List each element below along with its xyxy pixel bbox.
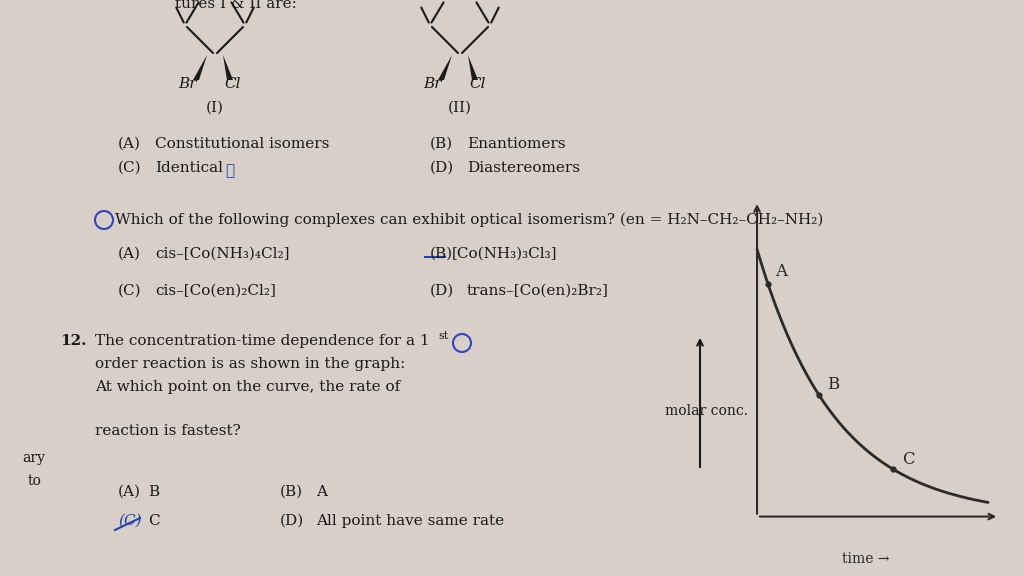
Polygon shape	[468, 55, 478, 80]
Text: At which point on the curve, the rate of: At which point on the curve, the rate of	[95, 380, 400, 394]
Text: (A): (A)	[118, 247, 141, 261]
Text: Cl: Cl	[224, 77, 242, 91]
Text: reaction is fastest?: reaction is fastest?	[95, 424, 241, 438]
Text: time →: time →	[842, 552, 889, 566]
Text: 12.: 12.	[60, 334, 86, 348]
Polygon shape	[223, 55, 233, 80]
Text: B: B	[827, 376, 840, 393]
Text: (C): (C)	[118, 284, 141, 298]
Text: (B): (B)	[430, 137, 454, 151]
Text: Br: Br	[423, 77, 441, 91]
Text: Constitutional isomers: Constitutional isomers	[155, 137, 330, 151]
Text: The concentration-time dependence for a 1: The concentration-time dependence for a …	[95, 334, 430, 348]
Text: (A): (A)	[118, 137, 141, 151]
Text: cis–[Co(NH₃)₄Cl₂]: cis–[Co(NH₃)₄Cl₂]	[155, 247, 290, 261]
Text: (D): (D)	[430, 284, 455, 298]
Text: C: C	[148, 514, 160, 528]
Text: (II): (II)	[449, 101, 472, 115]
Text: Identical: Identical	[155, 161, 223, 175]
Text: (C): (C)	[118, 514, 141, 528]
Text: Enantiomers: Enantiomers	[467, 137, 565, 151]
Text: order reaction is as shown in the graph:: order reaction is as shown in the graph:	[95, 357, 406, 371]
Text: (D): (D)	[280, 514, 304, 528]
Text: (D): (D)	[430, 161, 455, 175]
Text: Cl: Cl	[470, 77, 486, 91]
Text: ary: ary	[22, 451, 45, 465]
Text: (A): (A)	[118, 485, 141, 499]
Text: (B): (B)	[430, 247, 454, 261]
Text: tures I & II are:: tures I & II are:	[175, 0, 297, 11]
Text: molar conc.: molar conc.	[665, 404, 748, 418]
Text: Br: Br	[178, 77, 197, 91]
Text: st: st	[438, 331, 449, 341]
Text: All point have same rate: All point have same rate	[316, 514, 504, 528]
Text: (B): (B)	[280, 485, 303, 499]
Text: (I): (I)	[206, 101, 224, 115]
Text: A: A	[774, 263, 786, 280]
Text: Which of the following complexes can exhibit optical isomerism? (en = H₂N–CH₂–CH: Which of the following complexes can exh…	[115, 213, 823, 227]
Text: cis–[Co(en)₂Cl₂]: cis–[Co(en)₂Cl₂]	[155, 284, 275, 298]
Text: A: A	[316, 485, 327, 499]
Text: B: B	[148, 485, 159, 499]
Text: to: to	[28, 474, 42, 488]
Text: ✗: ✗	[225, 164, 234, 178]
Text: C: C	[902, 451, 914, 468]
Text: Diastereomers: Diastereomers	[467, 161, 580, 175]
Polygon shape	[193, 55, 207, 80]
Text: trans–[Co(en)₂Br₂]: trans–[Co(en)₂Br₂]	[467, 284, 609, 298]
Text: (C): (C)	[118, 161, 141, 175]
Polygon shape	[438, 55, 452, 80]
Text: [Co(NH₃)₃Cl₃]: [Co(NH₃)₃Cl₃]	[452, 247, 557, 261]
